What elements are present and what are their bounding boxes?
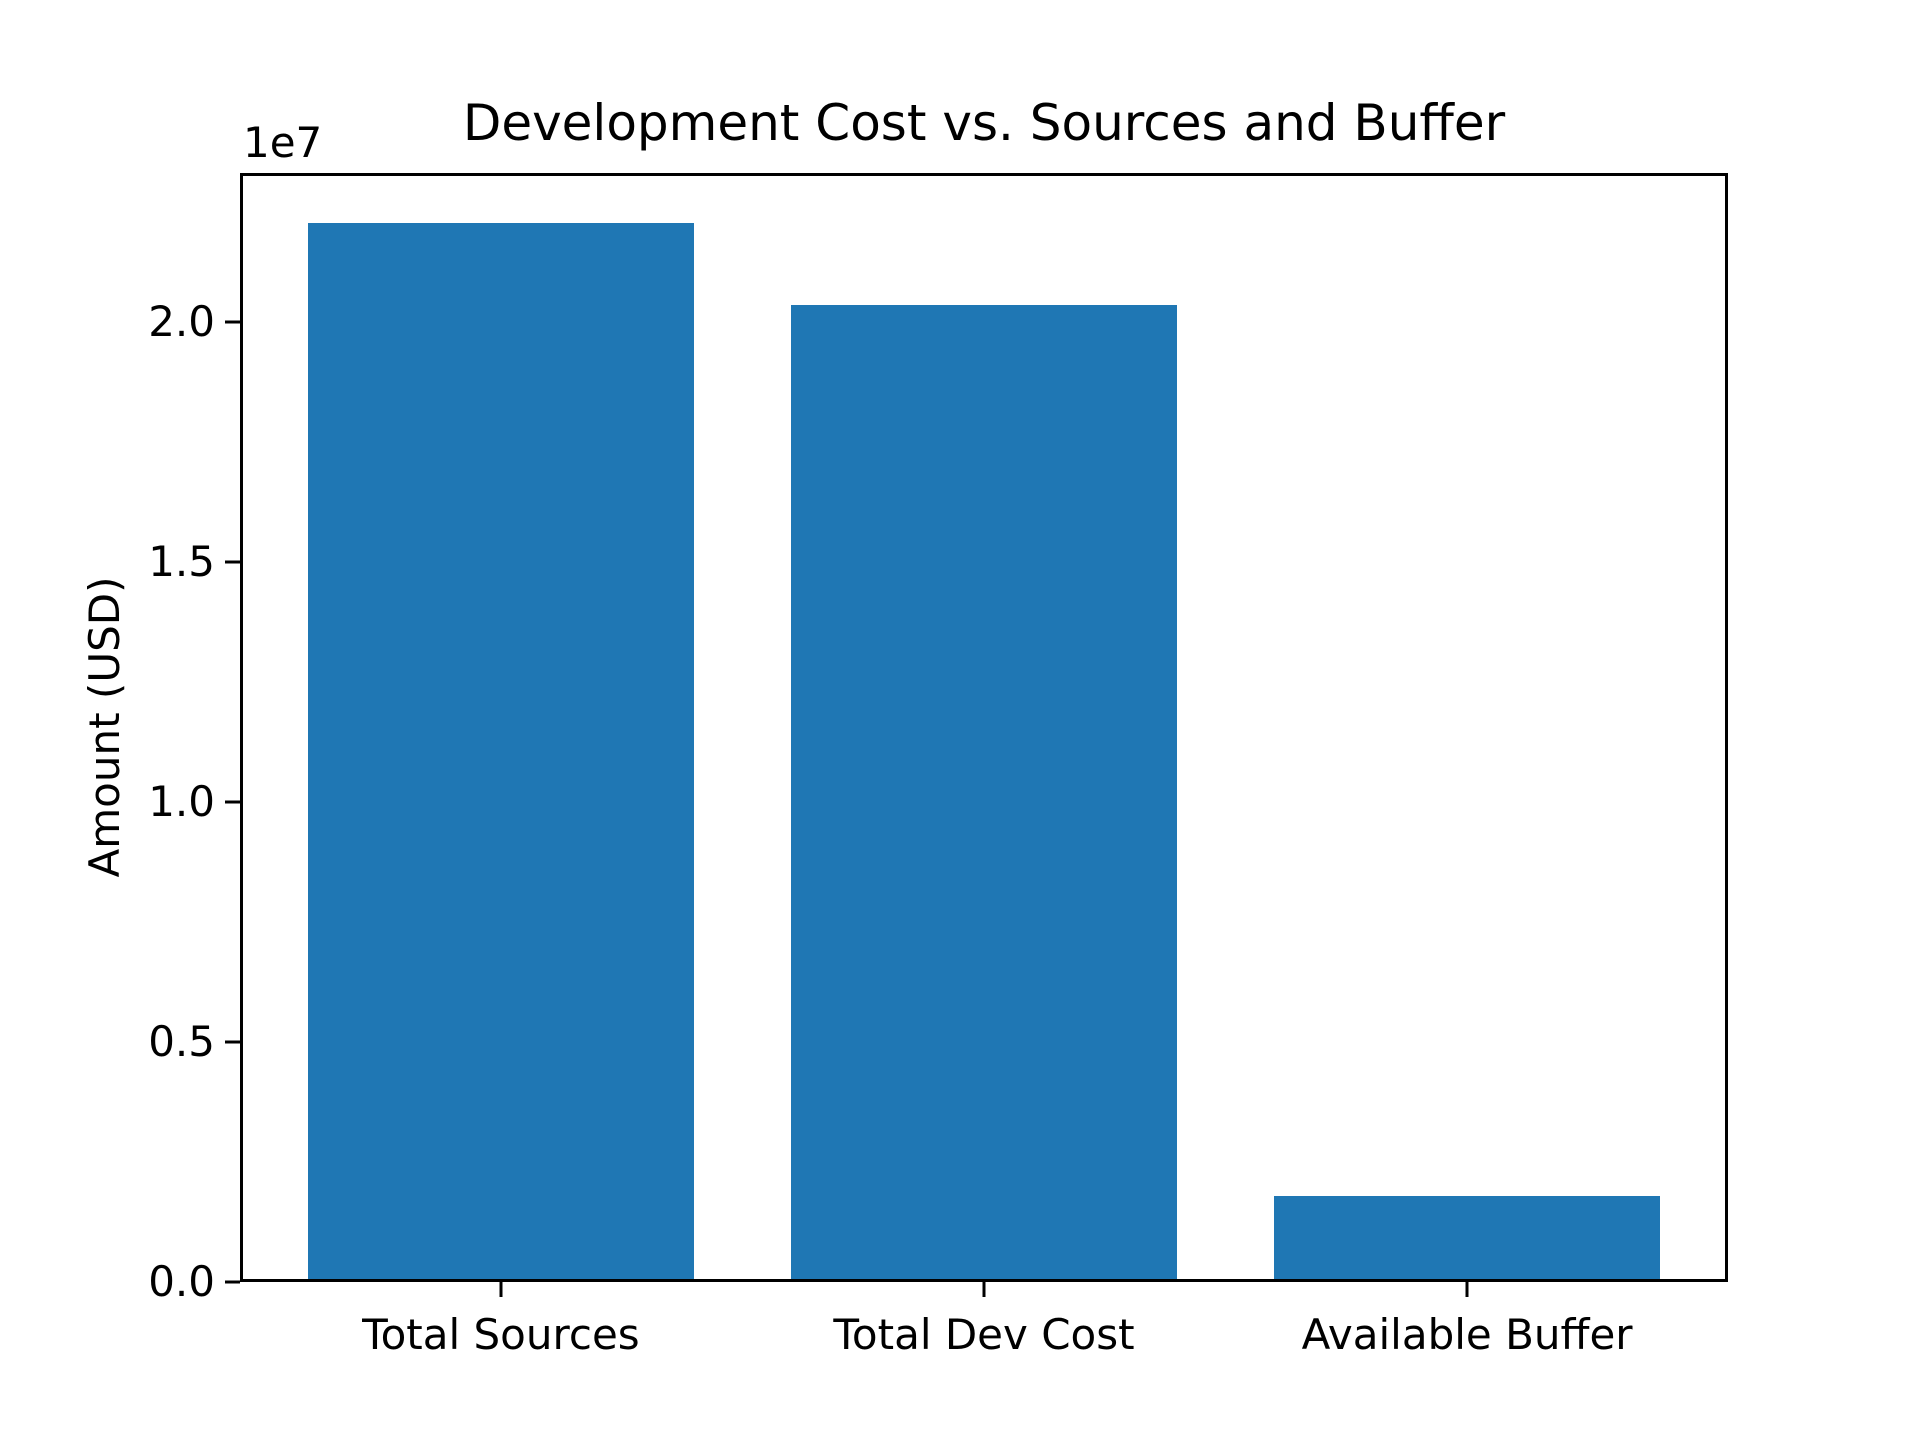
x-tick-label-available-buffer: Available Buffer (1301, 1310, 1633, 1359)
plot-area (240, 173, 1728, 1282)
y-tick-mark (225, 560, 240, 564)
bar-total-dev-cost (790, 305, 1178, 1279)
x-tick-label-total-sources: Total Sources (362, 1310, 640, 1359)
x-tick-mark (499, 1282, 503, 1297)
y-tick-mark (225, 1040, 240, 1044)
bar-available-buffer (1273, 1196, 1661, 1279)
y-tick-mark (225, 800, 240, 804)
y-tick-mark (225, 1280, 240, 1284)
x-tick-mark (1465, 1282, 1469, 1297)
y-tick-label: 0.0 (148, 1257, 215, 1306)
x-tick-mark (982, 1282, 986, 1297)
y-tick-label: 2.0 (148, 296, 215, 346)
bar-total-sources (307, 222, 695, 1279)
y-tick-label: 1.5 (148, 536, 215, 586)
y-axis-offset-label: 1e7 (243, 118, 323, 167)
y-tick-label: 1.0 (148, 776, 215, 826)
x-tick-label-total-dev-cost: Total Dev Cost (833, 1310, 1135, 1359)
chart-title: Development Cost vs. Sources and Buffer (462, 94, 1506, 152)
y-tick-mark (225, 320, 240, 324)
y-tick-label: 0.5 (148, 1016, 215, 1066)
y-axis-label: Amount (USD) (80, 576, 129, 878)
